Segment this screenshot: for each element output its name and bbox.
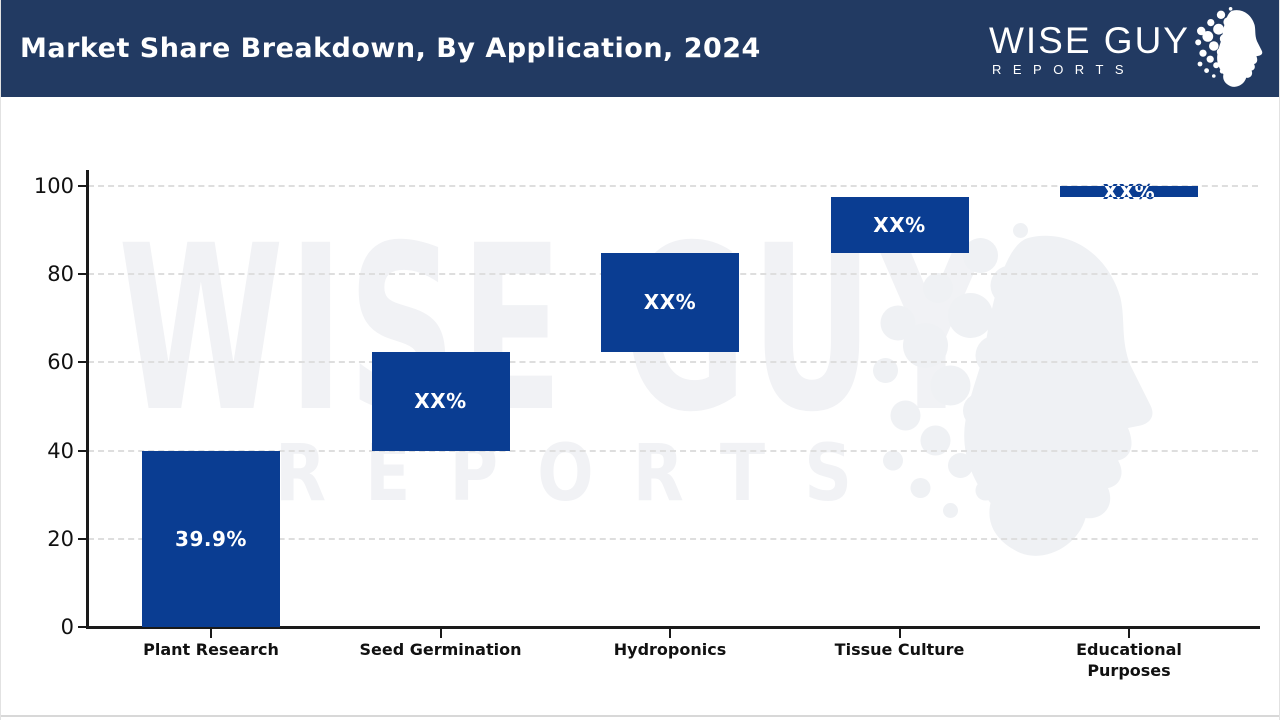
y-axis-tick-label: 80 <box>47 262 74 287</box>
y-axis-tick-label: 40 <box>47 438 74 463</box>
y-axis-tick-label: 20 <box>47 526 74 551</box>
bar <box>830 197 969 253</box>
bar-group: 39.9%39.9% <box>142 451 280 627</box>
chart-canvas: WISE GUY REPORTS 0 20 40 60 80 100 Plant Resea… <box>0 97 1280 720</box>
x-category-label: Hydroponics <box>613 640 727 659</box>
bar-group: XX%XX% <box>1060 180 1198 204</box>
x-category-label: Tissue Culture <box>834 640 965 659</box>
y-tick-mark <box>78 626 88 628</box>
y-axis-tick-label: 0 <box>60 615 74 639</box>
gridline <box>88 537 1258 540</box>
gridline <box>88 361 1258 364</box>
header-bar: Market Share Breakdown, By Application, … <box>0 0 1280 97</box>
brand-logo: WISE GUY REPORTS <box>989 7 1266 91</box>
y-axis-line <box>86 170 89 629</box>
brand-wordmark: WISE GUY <box>988 19 1190 61</box>
x-category-label: Seed Germination <box>359 640 522 659</box>
y-axis-tick-label: 100 <box>33 174 74 198</box>
x-tick-mark <box>898 629 901 638</box>
footer-divider <box>0 715 1280 717</box>
watermark-wordmark: WISE GUY <box>118 196 990 462</box>
bar-label: XX% <box>873 212 926 237</box>
y-tick-mark <box>78 449 88 452</box>
x-category-label: Plant Research <box>143 640 279 659</box>
brand-wordmark-sub: REPORTS <box>991 61 1136 77</box>
gridline <box>88 185 1258 187</box>
y-tick-mark <box>78 537 88 540</box>
brand-head-icon <box>1194 7 1266 91</box>
gridline <box>88 449 1258 452</box>
x-category-label: Educational Purposes <box>1076 640 1182 680</box>
x-axis-line <box>86 626 1260 629</box>
bar-label: XX% <box>414 389 467 414</box>
y-tick-mark <box>78 185 88 187</box>
bar <box>142 451 280 627</box>
x-tick-mark <box>669 629 671 638</box>
bar-group: XX%XX% <box>601 252 739 352</box>
brand-logo-text: WISE GUY REPORTS <box>989 22 1190 76</box>
page-title: Market Share Breakdown, By Application, … <box>20 33 761 64</box>
bar-label: 39.9% <box>175 527 247 551</box>
bar-group: XX%XX% <box>830 197 969 253</box>
bar-label: XX% <box>1060 186 1198 197</box>
watermark-wordmark-sub: REPORTS <box>275 429 892 519</box>
x-tick-mark <box>210 629 212 638</box>
x-tick-mark <box>1128 629 1130 638</box>
y-tick-mark <box>78 361 88 364</box>
bar <box>1060 186 1198 198</box>
x-tick-mark <box>439 629 442 638</box>
plot-area: 0 20 40 60 80 100 Plant Research 39.9%39.9% Seed… <box>0 97 1280 720</box>
bar <box>371 351 510 452</box>
y-axis-tick-label: 60 <box>47 350 74 375</box>
y-tick-mark <box>78 273 88 276</box>
bar-group: XX%XX% <box>371 351 510 452</box>
bar <box>601 252 739 352</box>
bar-label: XX% <box>643 290 697 315</box>
